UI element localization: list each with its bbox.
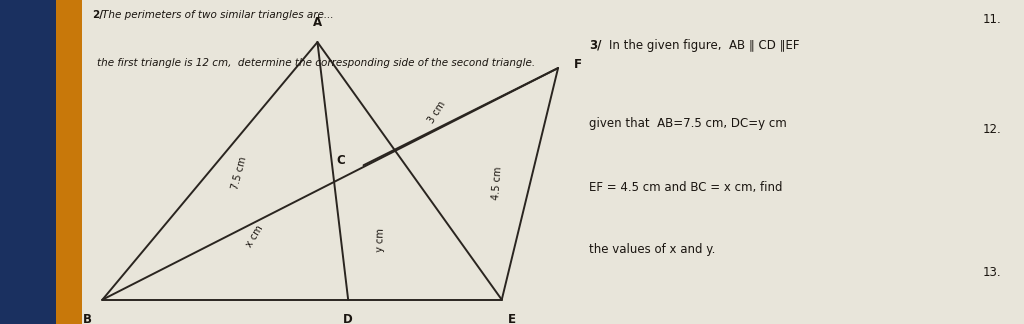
Text: The perimeters of two similar triangles are...: The perimeters of two similar triangles … — [102, 10, 334, 20]
Text: x cm: x cm — [245, 224, 265, 249]
Bar — [56, 0, 82, 324]
Bar — [0, 0, 56, 324]
Text: 4.5 cm: 4.5 cm — [490, 166, 504, 200]
Text: In the given figure,  AB ∥ CD ∥EF: In the given figure, AB ∥ CD ∥EF — [609, 39, 800, 52]
Text: D: D — [343, 313, 353, 324]
Text: 3/: 3/ — [589, 39, 601, 52]
Text: 12.: 12. — [983, 123, 1001, 136]
Text: the values of x and y.: the values of x and y. — [589, 243, 715, 256]
Text: A: A — [313, 16, 322, 29]
Text: 13.: 13. — [983, 266, 1001, 279]
Text: F: F — [573, 58, 582, 71]
Text: given that  AB=7.5 cm, DC=y cm: given that AB=7.5 cm, DC=y cm — [589, 117, 786, 130]
Text: 7.5 cm: 7.5 cm — [230, 156, 249, 191]
Text: EF = 4.5 cm and BC = x cm, find: EF = 4.5 cm and BC = x cm, find — [589, 181, 782, 194]
Text: E: E — [508, 313, 516, 324]
Text: the first triangle is 12 cm,  determine the corresponding side of the second tri: the first triangle is 12 cm, determine t… — [97, 58, 536, 68]
Text: 2/: 2/ — [92, 10, 103, 20]
Text: B: B — [83, 313, 91, 324]
Text: y cm: y cm — [375, 227, 386, 251]
Text: 3 cm: 3 cm — [426, 99, 447, 125]
Text: C: C — [336, 154, 345, 167]
Text: 11.: 11. — [983, 13, 1001, 26]
